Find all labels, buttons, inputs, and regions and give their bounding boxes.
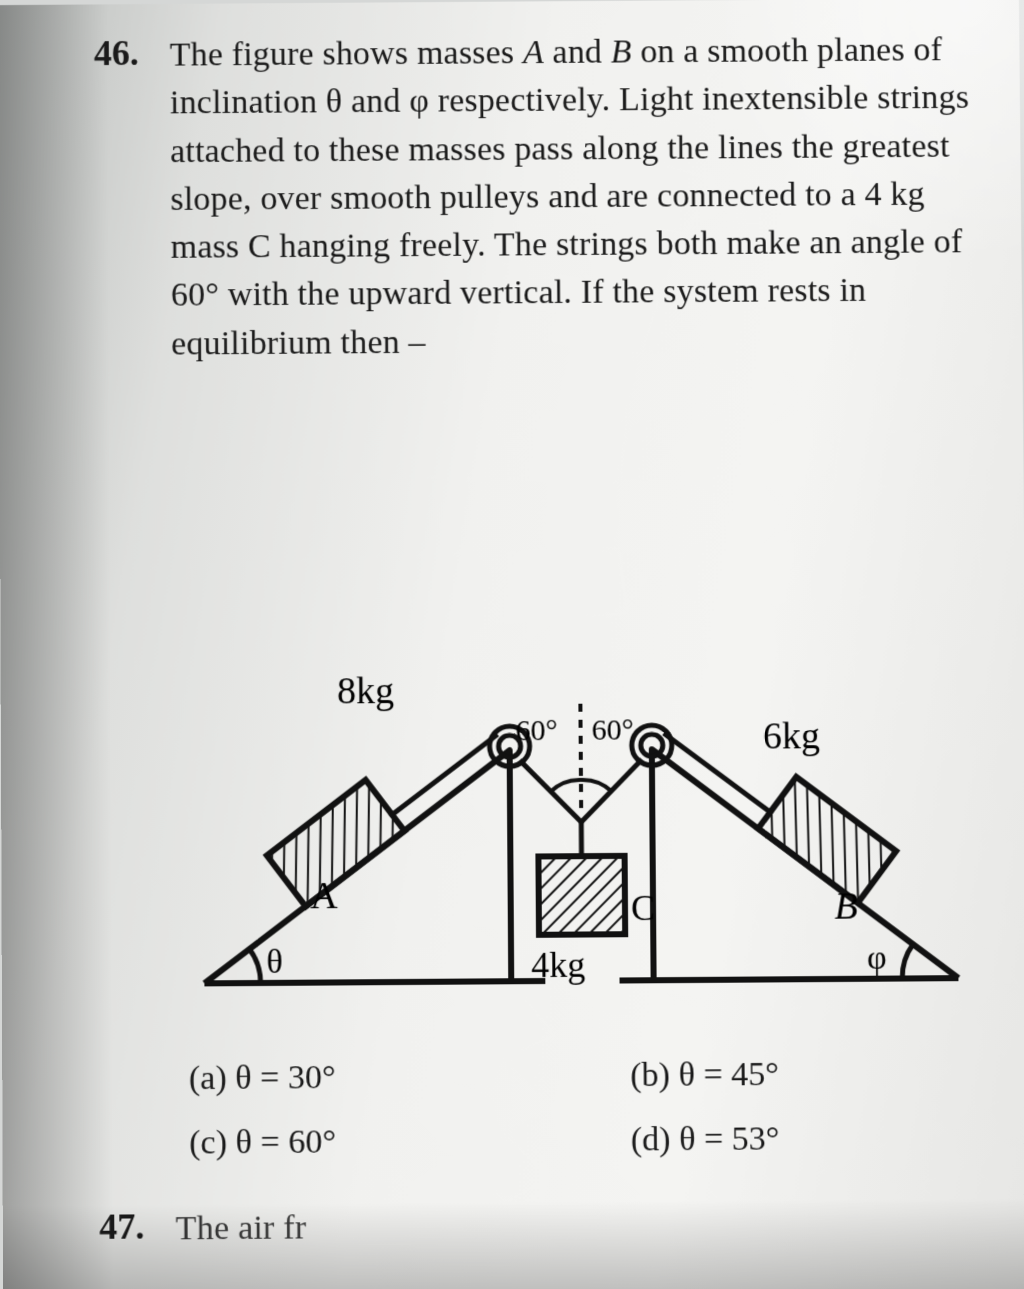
question-number-47: 47. <box>99 1205 144 1248</box>
figure-inclined-planes: 8kg 6kg 60° 60° A B C 4kg θ φ <box>199 617 963 1024</box>
options-row-1: (a) θ = 30° (b) θ = 45° <box>189 1054 1012 1060</box>
option-c: (c) θ = 60° <box>189 1123 336 1162</box>
label-A: A <box>310 875 338 917</box>
label-6kg: 6kg <box>763 715 820 758</box>
label-60-right: 60° <box>591 713 633 746</box>
question-46: 46. The figure shows masses A and B on a… <box>170 26 991 368</box>
label-4kg: 4kg <box>531 944 585 985</box>
label-8kg: 8kg <box>337 670 394 713</box>
question-46-text: The figure shows masses A and B on a smo… <box>170 26 991 368</box>
question-47: 47. The air fr <box>175 1199 999 1253</box>
option-b: (b) θ = 45° <box>630 1056 779 1095</box>
question-47-text: The air fr <box>175 1199 999 1253</box>
label-theta: θ <box>266 944 283 981</box>
label-B: B <box>834 885 858 927</box>
question-number-46: 46. <box>94 32 139 74</box>
page: 46. The figure shows masses A and B on a… <box>0 0 1024 1289</box>
option-d: (d) θ = 53° <box>631 1120 780 1159</box>
option-a: (a) θ = 30° <box>189 1059 336 1098</box>
label-C: C <box>631 888 655 928</box>
label-60-left: 60° <box>515 714 557 747</box>
options-row-2: (c) θ = 60° (d) θ = 53° <box>189 1119 1012 1125</box>
figure-svg: 8kg 6kg 60° 60° A B C 4kg θ φ <box>199 617 963 1024</box>
label-phi: φ <box>867 939 887 976</box>
